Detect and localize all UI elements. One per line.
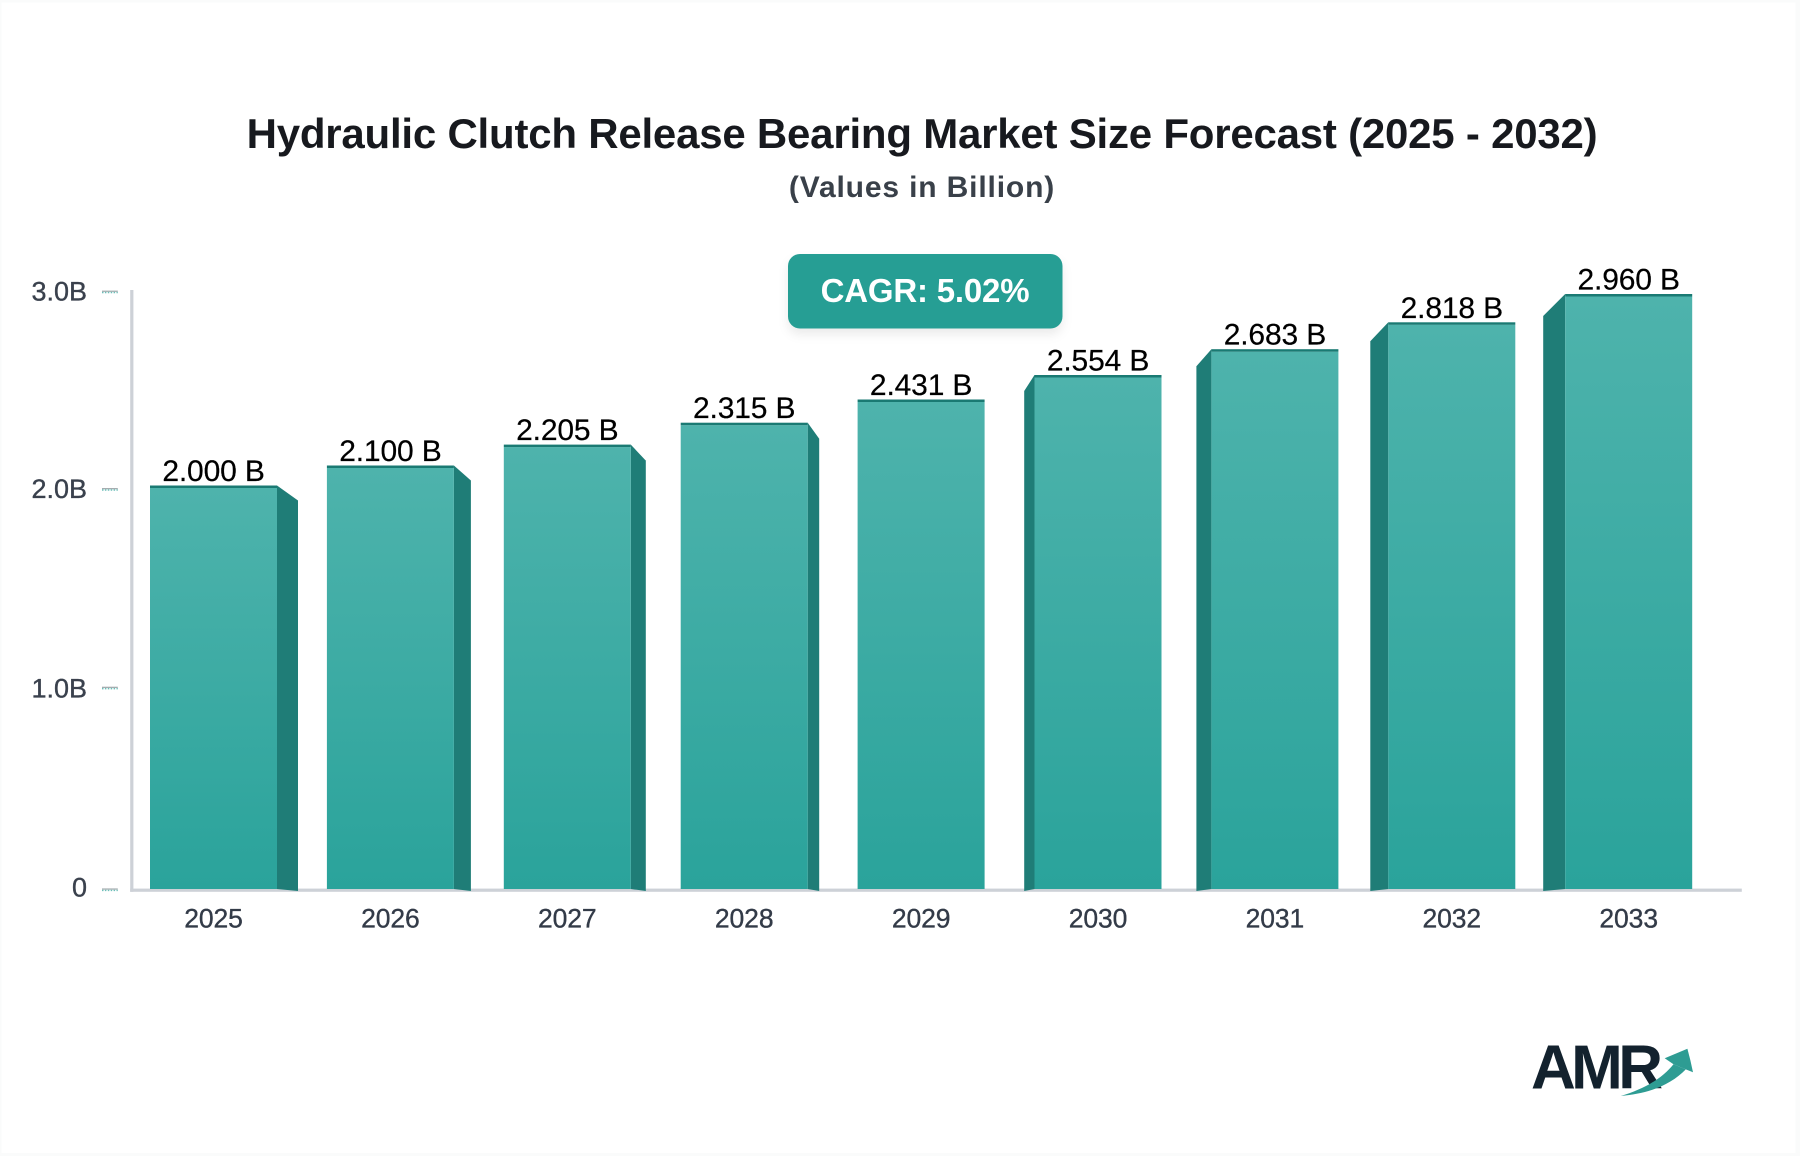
- svg-text:0: 0: [72, 873, 87, 903]
- svg-text:2031: 2031: [1246, 904, 1305, 934]
- svg-text:2.0B: 2.0B: [31, 474, 87, 504]
- svg-text:2027: 2027: [538, 904, 597, 934]
- svg-text:2025: 2025: [184, 904, 243, 934]
- svg-text:2.960 B: 2.960 B: [1578, 264, 1680, 297]
- svg-text:2033: 2033: [1599, 904, 1658, 934]
- svg-text:1.0B: 1.0B: [31, 674, 87, 704]
- svg-text:2.683 B: 2.683 B: [1224, 319, 1326, 352]
- svg-text:3.0B: 3.0B: [31, 277, 87, 307]
- svg-text:CAGR: 5.02%: CAGR: 5.02%: [821, 272, 1030, 309]
- svg-text:2.431 B: 2.431 B: [870, 369, 972, 402]
- svg-text:2.315 B: 2.315 B: [693, 392, 795, 425]
- svg-text:2032: 2032: [1423, 904, 1482, 934]
- svg-text:(Values in Billion): (Values in Billion): [789, 171, 1055, 204]
- svg-text:2028: 2028: [715, 904, 774, 934]
- svg-text:2030: 2030: [1069, 904, 1128, 934]
- svg-text:2.554 B: 2.554 B: [1047, 345, 1149, 378]
- svg-text:2026: 2026: [361, 904, 420, 934]
- svg-text:Hydraulic Clutch Release Beari: Hydraulic Clutch Release Bearing Market …: [247, 110, 1598, 157]
- svg-text:2029: 2029: [892, 904, 951, 934]
- svg-text:2.205 B: 2.205 B: [516, 414, 618, 447]
- svg-text:2.818 B: 2.818 B: [1401, 292, 1503, 325]
- svg-text:2.000 B: 2.000 B: [162, 455, 264, 488]
- svg-text:2.100 B: 2.100 B: [339, 435, 441, 468]
